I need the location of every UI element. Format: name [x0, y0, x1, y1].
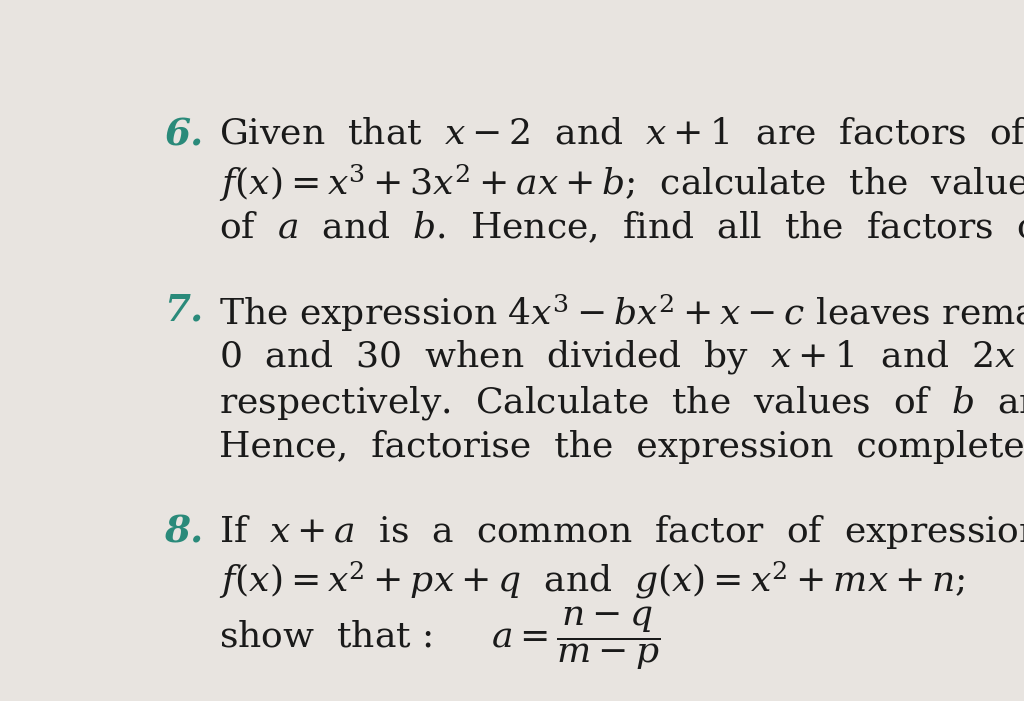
Text: The expression $4x^3 - bx^2 + x - c$ leaves remainders: The expression $4x^3 - bx^2 + x - c$ lea…: [219, 292, 1024, 334]
Text: 6.: 6.: [164, 116, 203, 154]
Text: Given  that  $x - 2$  and  $x + 1$  are  factors  of: Given that $x - 2$ and $x + 1$ are facto…: [219, 116, 1024, 151]
Text: show  that :     $a = \dfrac{n - q}{m - p}$: show that : $a = \dfrac{n - q}{m - p}$: [219, 605, 660, 672]
Text: $f(x) = x^2 + px + q$  and  $g(x) = x^2 + mx + n$;: $f(x) = x^2 + px + q$ and $g(x) = x^2 + …: [219, 559, 966, 601]
Text: $f(x) = x^3 + 3x^2 + ax + b$;  calculate  the  values: $f(x) = x^3 + 3x^2 + ax + b$; calculate …: [219, 163, 1024, 204]
Text: of  $a$  and  $b$.  Hence,  find  all  the  factors  of  $f(x)$.: of $a$ and $b$. Hence, find all the fact…: [219, 208, 1024, 247]
Text: Hence,  factorise  the  expression  completely.: Hence, factorise the expression complete…: [219, 430, 1024, 464]
Text: 7.: 7.: [164, 292, 203, 329]
Text: 8.: 8.: [164, 513, 203, 550]
Text: If  $x + a$  is  a  common  factor  of  expressions: If $x + a$ is a common factor of express…: [219, 513, 1024, 551]
Text: 0  and  30  when  divided  by  $x + 1$  and  $2x - 3$: 0 and 30 when divided by $x + 1$ and $2x…: [219, 338, 1024, 376]
Text: respectively.  Calculate  the  values  of  $b$  and  $c$.: respectively. Calculate the values of $b…: [219, 383, 1024, 422]
